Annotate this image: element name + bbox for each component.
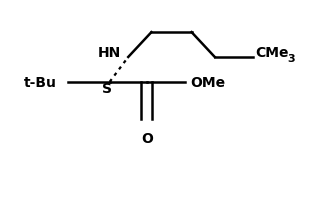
Text: CMe: CMe — [255, 46, 288, 60]
Text: O: O — [141, 131, 153, 145]
Text: OMe: OMe — [190, 75, 225, 89]
Text: t-Bu: t-Bu — [24, 75, 57, 89]
Text: HN: HN — [98, 46, 121, 60]
Text: S: S — [102, 82, 112, 96]
Text: 3: 3 — [287, 54, 295, 64]
